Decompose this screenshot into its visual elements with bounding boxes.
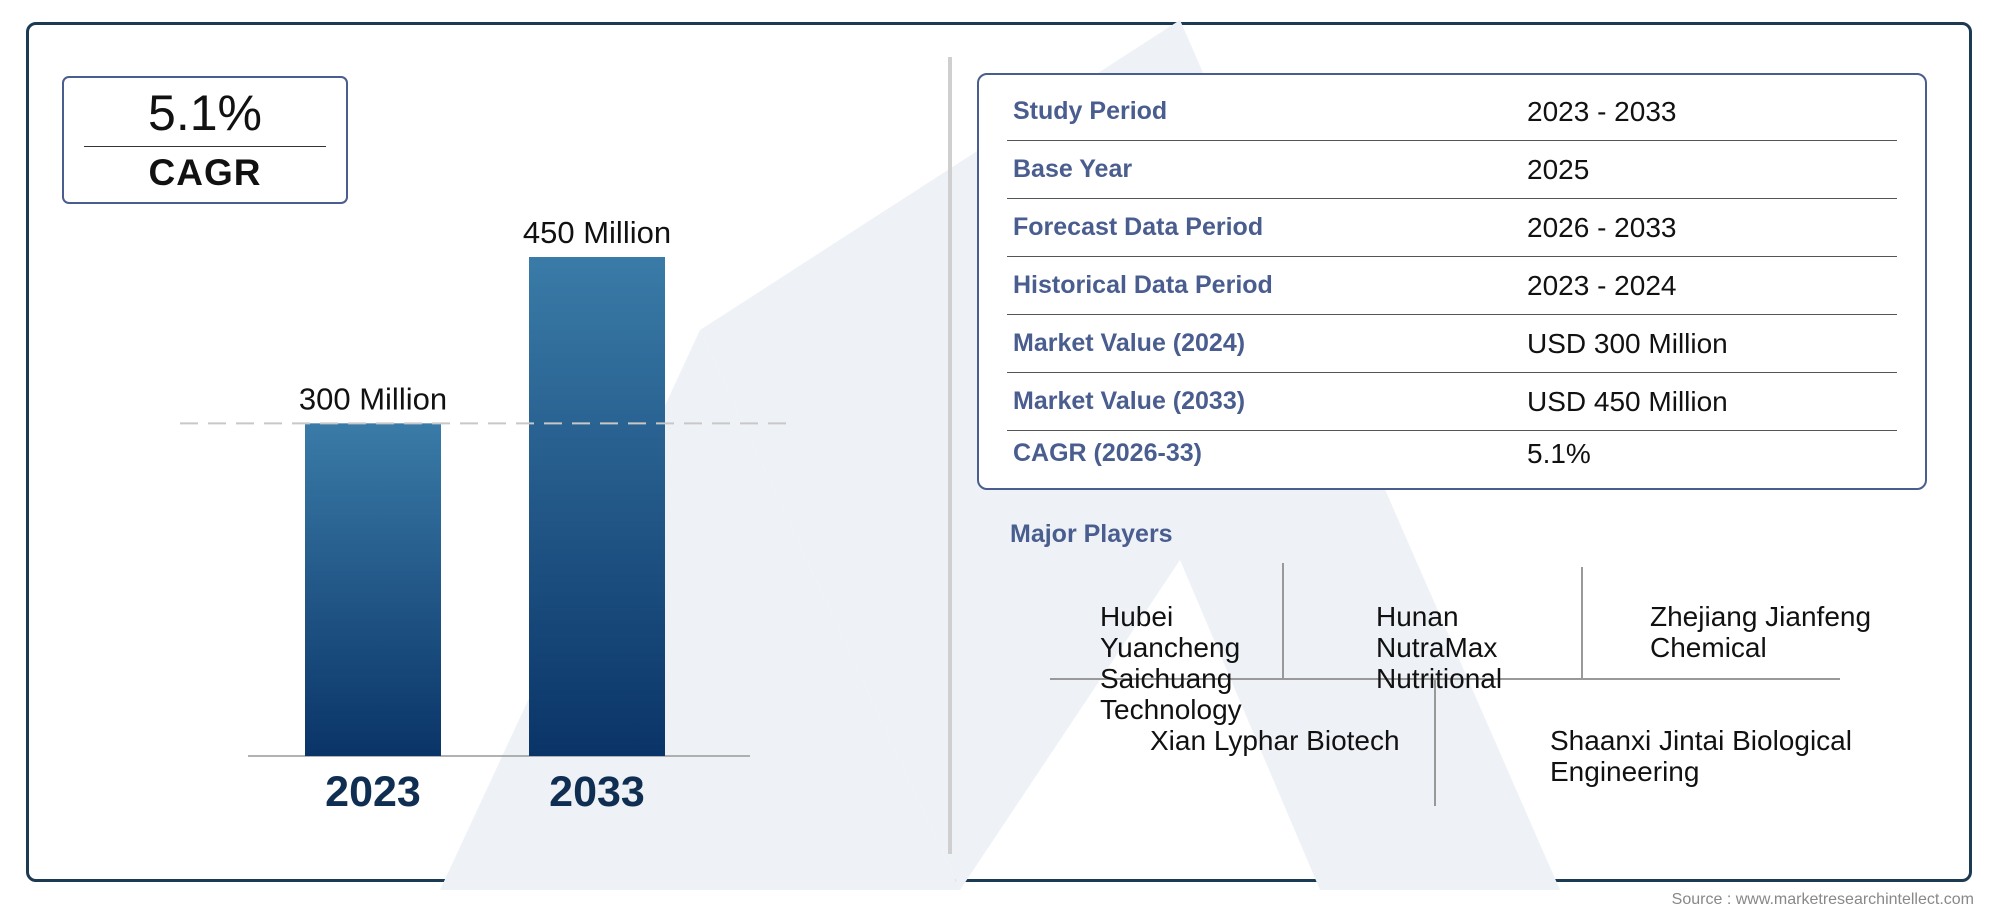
table-row: CAGR (2026-33) 5.1%	[1007, 425, 1897, 483]
row-label: Forecast Data Period	[1013, 213, 1264, 241]
row-value: 5.1%	[1527, 438, 1591, 469]
players-horizontal-rule	[1050, 678, 1840, 680]
player-name: Zhejiang Jianfeng Chemical	[1650, 601, 1872, 663]
bar-2023	[305, 423, 441, 756]
bar-value-label: 300 Million	[299, 381, 447, 416]
market-info-table: Study Period 2023 - 2033 Base Year 2025 …	[977, 73, 1927, 490]
table-row: Market Value (2024) USD 300 Million	[1007, 315, 1897, 373]
row-value: 2023 - 2024	[1527, 270, 1677, 301]
cagr-label: CAGR	[148, 152, 262, 193]
row-label: CAGR (2026-33)	[1013, 439, 1202, 467]
players-divider	[1434, 678, 1436, 806]
player-name: Xian Lyphar Biotech	[1150, 725, 1400, 756]
cagr-value: 5.1%	[148, 85, 262, 141]
bar-2033	[529, 257, 665, 756]
row-value: 2023 - 2033	[1527, 96, 1677, 127]
vertical-divider	[948, 57, 952, 854]
player-name: Hunan NutraMax Nutritional	[1376, 601, 1503, 694]
row-value: USD 300 Million	[1527, 328, 1728, 359]
table-row: Market Value (2033) USD 450 Million	[1007, 373, 1897, 431]
table-row: Forecast Data Period 2026 - 2033	[1007, 199, 1897, 257]
players-divider	[1282, 563, 1284, 678]
table-row: Base Year 2025	[1007, 141, 1897, 199]
player-name: Shaanxi Jintai Biological Engineering	[1550, 725, 1852, 787]
players-divider	[1581, 567, 1583, 678]
table-row: Study Period 2023 - 2033	[1007, 83, 1897, 141]
row-label: Study Period	[1013, 97, 1168, 125]
source-note: Source : www.marketresearchintellect.com	[1671, 891, 1974, 908]
row-label: Base Year	[1013, 155, 1133, 183]
cagr-badge: 5.1% CAGR	[62, 76, 348, 204]
row-value: 2026 - 2033	[1527, 212, 1677, 243]
cagr-divider	[84, 146, 326, 147]
row-label: Historical Data Period	[1013, 271, 1273, 299]
row-value: USD 450 Million	[1527, 386, 1728, 417]
player-name: Hubei Yuancheng Saichuang Technology	[1100, 601, 1242, 725]
row-value: 2025	[1527, 154, 1590, 185]
major-players-title: Major Players	[1010, 520, 1173, 548]
x-tick-label: 2023	[325, 768, 421, 816]
row-label: Market Value (2033)	[1013, 387, 1246, 415]
x-tick-label: 2033	[549, 768, 645, 816]
row-label: Market Value (2024)	[1013, 329, 1246, 357]
bar-chart: 300 Million 2023 450 Million 2033	[180, 215, 790, 816]
bar-value-label: 450 Million	[523, 215, 671, 250]
table-row: Historical Data Period 2023 - 2024	[1007, 257, 1897, 315]
